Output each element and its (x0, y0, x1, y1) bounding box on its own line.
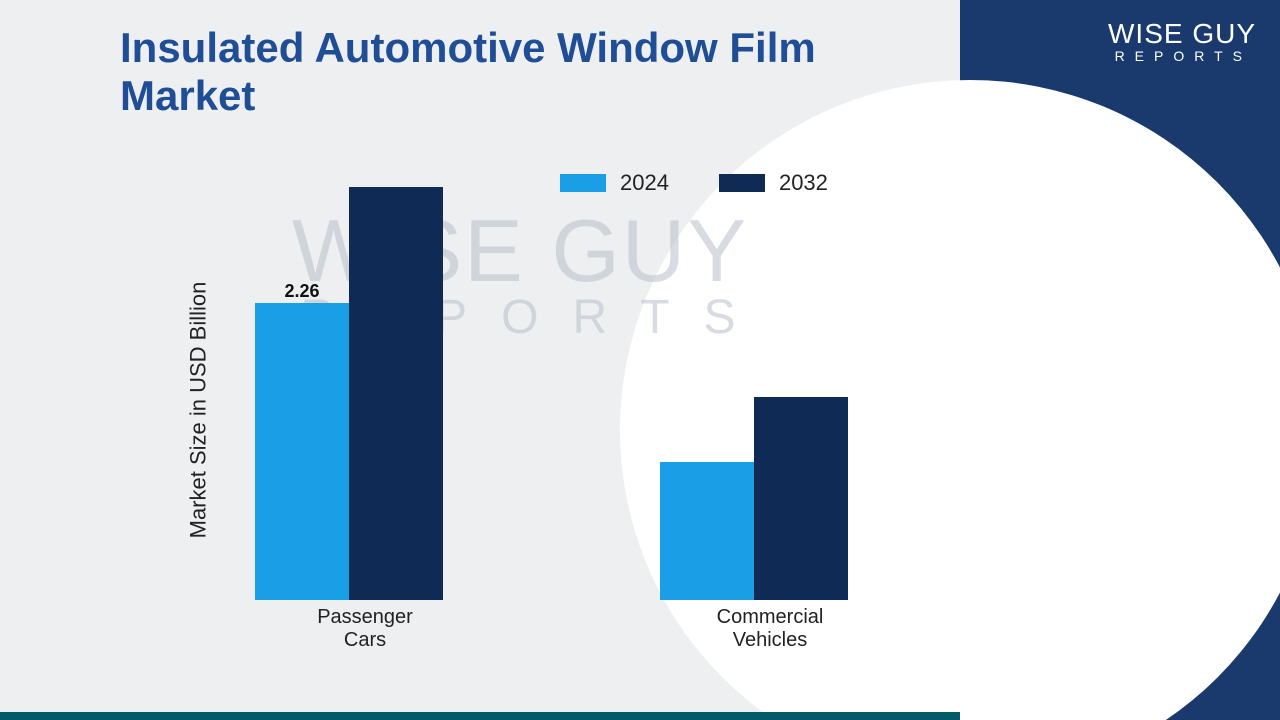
category-label-commercial-vehicles: Commercial Vehicles (660, 600, 880, 652)
bottom-accent-bar (0, 712, 960, 720)
bar-value-2024-passenger-cars: 2.26 (255, 281, 349, 302)
chart-area: Market Size in USD Billion 2.26 Passenge… (120, 180, 940, 640)
chart-title: Insulated Automotive Window Film Market (120, 24, 840, 121)
page: WISE GUY REPORTS Insulated Automotive Wi… (0, 0, 1280, 720)
bar-2032-commercial-vehicles (754, 397, 848, 600)
bar-2024-commercial-vehicles (660, 462, 754, 600)
bar-2024-passenger-cars: 2.26 (255, 303, 349, 600)
plot-area: 2.26 Passenger Cars Commercial Vehicles (160, 180, 940, 640)
bar-2032-passenger-cars (349, 187, 443, 600)
category-label-passenger-cars: Passenger Cars (255, 600, 475, 652)
brand-logo: WISE GUY REPORTS (1108, 18, 1256, 64)
brand-logo-main: WISE GUY (1108, 18, 1256, 50)
brand-logo-sub: REPORTS (1108, 48, 1256, 64)
